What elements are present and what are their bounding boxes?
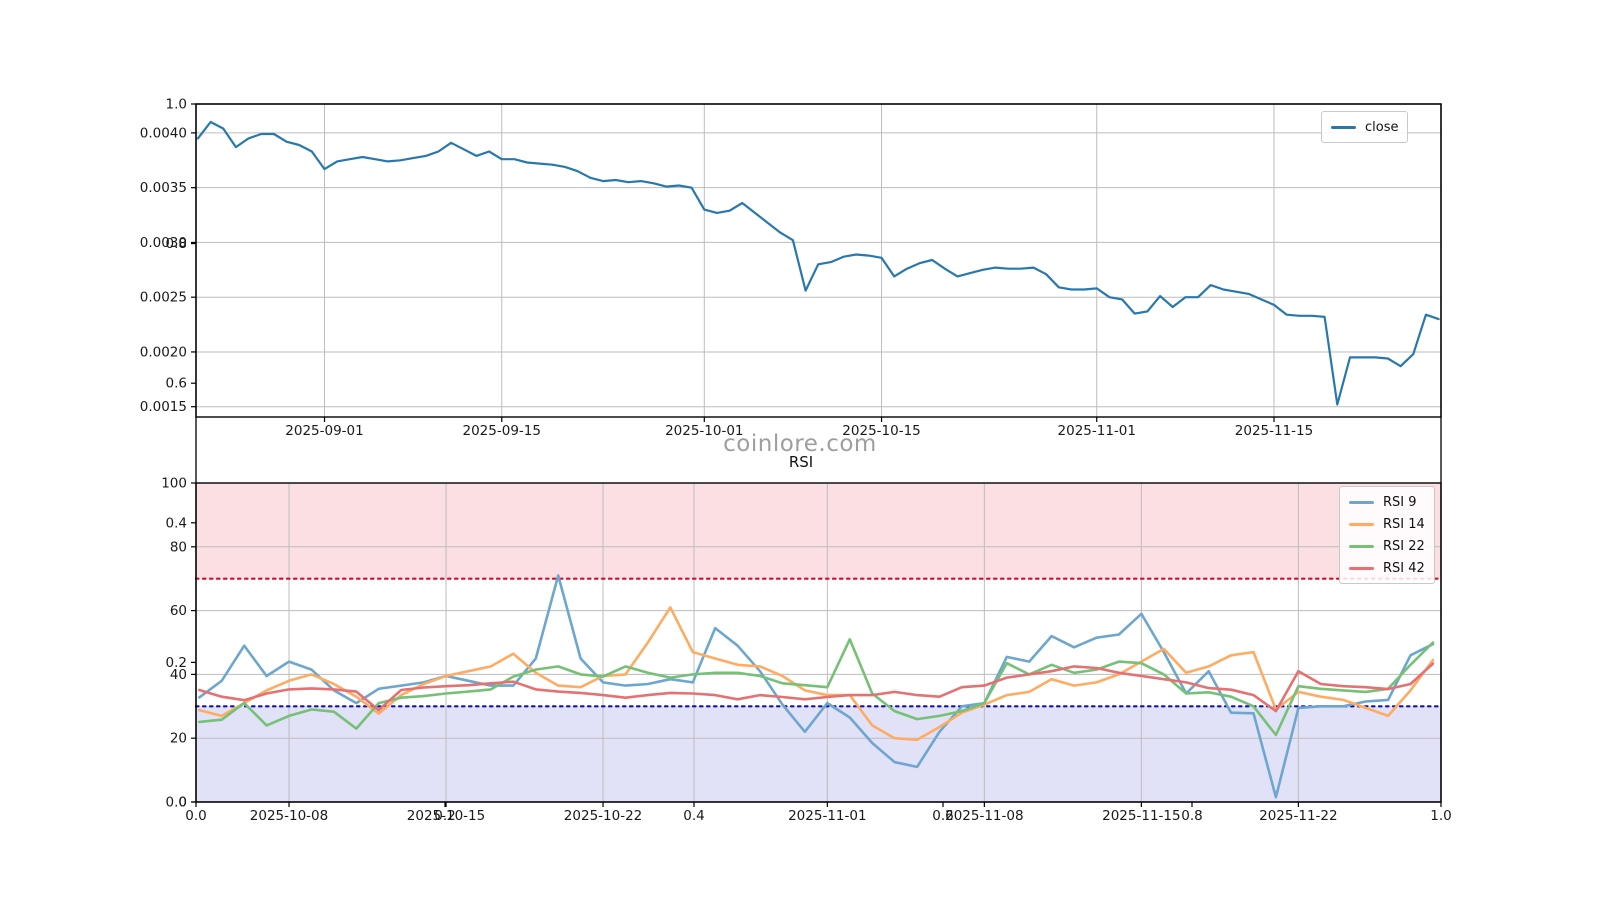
svg-text:2025-10-08: 2025-10-08 [250, 808, 328, 824]
svg-text:2025-11-22: 2025-11-22 [1259, 808, 1337, 824]
svg-text:20: 20 [170, 731, 187, 747]
legend-item-rsi-22: RSI 22 [1349, 535, 1425, 557]
svg-text:0: 0 [178, 795, 187, 811]
close-line-swatch [1331, 125, 1356, 129]
svg-text:0.0040: 0.0040 [140, 125, 187, 141]
svg-text:0.6: 0.6 [166, 376, 187, 392]
rsi-legend: RSI 9 RSI 14 RSI 22 RSI 42 [1339, 486, 1435, 584]
legend-item-rsi-14: RSI 14 [1349, 513, 1425, 535]
legend-label-rsi-14: RSI 14 [1383, 516, 1425, 532]
legend-label-rsi-22: RSI 22 [1383, 538, 1425, 554]
close-line [196, 120, 1440, 406]
svg-text:0.6: 0.6 [932, 808, 953, 824]
svg-text:2025-10-15: 2025-10-15 [407, 808, 485, 824]
svg-text:0.0025: 0.0025 [140, 290, 187, 306]
rsi-9-line [198, 574, 1435, 799]
svg-text:0.4: 0.4 [683, 808, 704, 824]
rsi-22-line [198, 637, 1435, 737]
svg-text:80: 80 [170, 539, 187, 555]
svg-text:0.8: 0.8 [1181, 808, 1202, 824]
legend-label-close: close [1365, 119, 1399, 135]
rsi-14-line-swatch [1349, 522, 1374, 526]
rsi-9-line-swatch [1349, 500, 1374, 504]
rsi-42-line [198, 662, 1435, 713]
legend-label-rsi-42: RSI 42 [1383, 560, 1425, 576]
svg-text:2025-10-22: 2025-10-22 [564, 808, 642, 824]
svg-text:40: 40 [170, 667, 187, 683]
svg-text:0.0020: 0.0020 [140, 344, 187, 360]
svg-text:2025-11-01: 2025-11-01 [788, 808, 866, 824]
watermark: coinlore.com [723, 431, 877, 457]
legend-label-rsi-9: RSI 9 [1383, 494, 1417, 510]
svg-text:60: 60 [170, 603, 187, 619]
svg-text:2025-09-15: 2025-09-15 [463, 423, 541, 439]
svg-text:2025-11-15: 2025-11-15 [1235, 423, 1313, 439]
svg-text:0.0: 0.0 [166, 795, 187, 811]
svg-text:1.0: 1.0 [166, 97, 187, 113]
rsi-42-line-swatch [1349, 566, 1374, 570]
svg-text:2025-11-01: 2025-11-01 [1058, 423, 1136, 439]
rsi-22-line-swatch [1349, 544, 1374, 548]
svg-text:2025-10-15: 2025-10-15 [842, 423, 920, 439]
svg-text:0.0: 0.0 [185, 808, 206, 824]
svg-text:0.2: 0.2 [434, 808, 455, 824]
legend-item-rsi-9: RSI 9 [1349, 491, 1425, 513]
svg-text:0.0030: 0.0030 [140, 235, 187, 251]
svg-text:0.2: 0.2 [166, 655, 187, 671]
svg-text:2025-11-15: 2025-11-15 [1102, 808, 1180, 824]
rsi-panel-title: RSI [788, 453, 814, 471]
svg-text:0.4: 0.4 [166, 515, 187, 531]
svg-text:0.8: 0.8 [166, 236, 187, 252]
svg-text:2025-09-01: 2025-09-01 [285, 423, 363, 439]
svg-text:1.0: 1.0 [1430, 808, 1451, 824]
svg-text:100: 100 [161, 476, 187, 492]
rsi-14-line [198, 606, 1435, 742]
svg-text:2025-10-01: 2025-10-01 [665, 423, 743, 439]
legend-item-close: close [1331, 116, 1398, 138]
svg-text:2025-11-08: 2025-11-08 [945, 808, 1023, 824]
price-legend: close [1321, 111, 1409, 143]
legend-item-rsi-42: RSI 42 [1349, 557, 1425, 579]
svg-text:0.0015: 0.0015 [140, 399, 187, 415]
svg-text:0.0035: 0.0035 [140, 180, 187, 196]
